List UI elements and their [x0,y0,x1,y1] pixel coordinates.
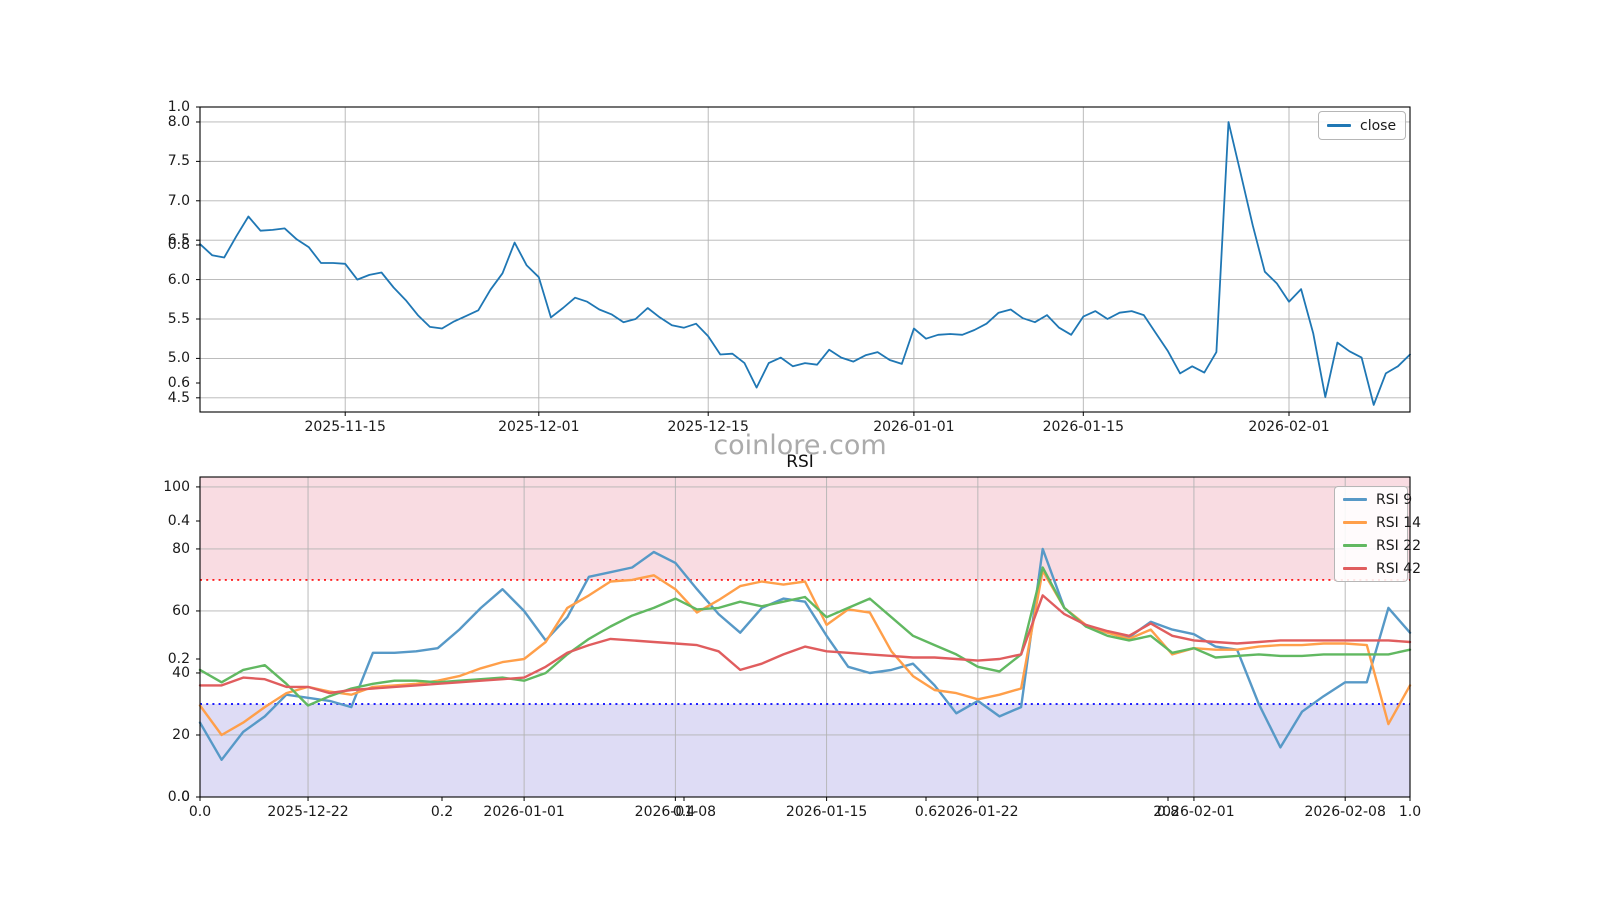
legend-line-swatch [1343,498,1367,501]
rsi-y-tick-label: 20 [172,726,190,743]
figure-x-tick-label: 0.4 [672,804,696,820]
figure-x-tick-label: 1.0 [1398,804,1422,820]
rsi-line-rsi-42 [198,594,1412,695]
price-y-tick-label: 6.0 [167,271,190,288]
figure-x-tick-label: 0.2 [430,804,454,820]
figure-y-tick-label: 0.4 [167,513,190,529]
overbought-band [200,477,1410,580]
date-x-tick-label: 2026-02-08 [1304,804,1386,820]
close-legend-label: close [1360,117,1397,134]
rsi-legend-row: RSI 42 [1335,557,1421,580]
price-y-tick-label: 4.5 [167,389,190,406]
date-x-tick-label: 2025-12-15 [667,419,749,435]
legend-line-swatch [1343,521,1367,524]
rsi-y-tick-label: 60 [172,602,190,619]
rsi-line-rsi-14 [198,569,1412,737]
date-x-tick-label: 2026-01-15 [1042,419,1124,435]
date-x-tick-label: 2025-12-01 [498,419,580,435]
price-y-tick-label: 6.5 [167,232,190,249]
rsi-chart-title: RSI [786,452,814,472]
price-y-tick-label: 5.5 [167,311,190,327]
figure-x-tick-label: 0.6 [914,804,938,820]
rsi-line-rsi-22 [198,566,1412,707]
figure-x-tick-label: 0.8 [1156,804,1180,820]
date-x-tick-label: 2025-11-15 [304,419,386,435]
top-chart-frame [199,106,1411,413]
price-y-tick-label: 7.5 [167,153,190,170]
close-legend: close [1318,111,1406,140]
legend-series-label: RSI 9 [1376,491,1413,508]
figure-x-tick-label: 0.0 [188,804,212,820]
rsi-legend-row: RSI 14 [1335,511,1421,534]
figure-y-tick-label: 0.2 [167,651,190,667]
price-y-tick-label: 7.0 [167,192,190,209]
bottom-chart-frame [199,476,1411,798]
legend-series-label: RSI 14 [1376,514,1422,531]
oversold-band [200,703,1410,797]
rsi-legend-row: RSI 22 [1335,534,1421,557]
legend-series-label: RSI 22 [1376,537,1422,554]
figure-y-tick-label: 0.8 [167,237,190,253]
rsi-y-tick-label: 40 [172,664,190,681]
figure-y-tick-label: 0.0 [167,789,190,805]
watermark: coinlore.com [713,430,887,461]
price-y-tick-label: 5.0 [167,350,190,367]
figure-y-tick-label: 1.0 [167,99,190,115]
date-x-tick-label: 2026-02-01 [1153,804,1235,820]
rsi-y-tick-label: 100 [163,478,190,495]
date-x-tick-label: 2026-01-01 [873,419,955,435]
date-x-tick-label: 2026-01-01 [483,804,565,820]
rsi-y-tick-label: 0 [181,789,190,805]
date-x-tick-label: 2026-02-01 [1248,419,1330,435]
legend-line-swatch [1343,567,1367,570]
rsi-legend: RSI 9 RSI 14 RSI 22 RSI 42 [1334,486,1421,582]
date-x-tick-label: 2026-01-22 [937,804,1019,820]
date-x-tick-label: 2026-01-08 [634,804,717,820]
figure-y-tick-label: 0.6 [167,375,190,391]
rsi-legend-row: RSI 9 [1335,488,1412,511]
price-y-tick-label: 8.0 [167,113,190,130]
date-x-tick-label: 2025-12-22 [267,804,349,820]
date-x-tick-label: 2026-01-15 [785,804,868,820]
rsi-y-tick-label: 80 [172,540,190,557]
close-legend-line-swatch [1327,124,1351,127]
legend-series-label: RSI 42 [1376,560,1422,577]
close-price-line [199,121,1411,406]
legend-line-swatch [1343,544,1367,547]
